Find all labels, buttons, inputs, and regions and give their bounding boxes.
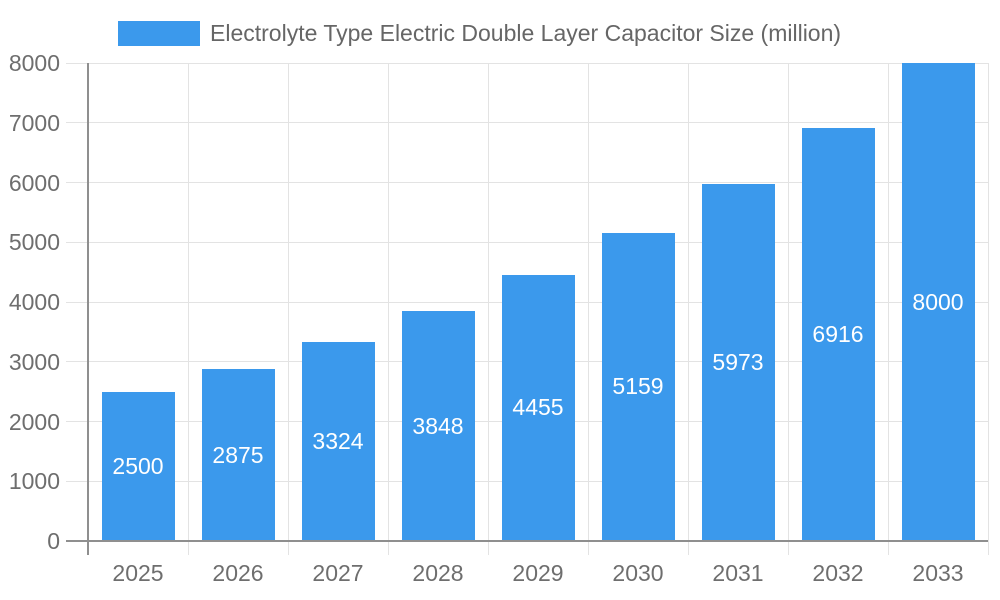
x-tick-label: 2028: [412, 560, 464, 586]
x-tick-label: 2030: [612, 560, 664, 586]
x-tick-label: 2027: [312, 560, 364, 586]
y-tick-label: 0: [47, 528, 60, 554]
y-tick-label: 7000: [8, 109, 60, 136]
y-tick-label: 6000: [8, 169, 60, 196]
bar: 4455: [501, 274, 575, 541]
bar-value-label: 2500: [112, 452, 164, 479]
x-gridline: [487, 63, 489, 555]
y-tick-label: 2000: [8, 408, 60, 435]
y-tick-label: 4000: [8, 289, 60, 315]
bar: 3324: [301, 342, 375, 541]
bar: 8000: [901, 63, 975, 541]
x-tick-label: 2029: [512, 560, 564, 586]
y-gridline: [66, 62, 988, 64]
y-axis-line: [87, 63, 89, 555]
bar-value-label: 3848: [412, 412, 464, 439]
y-tick-label: 3000: [8, 348, 60, 375]
y-gridline: [66, 241, 988, 243]
x-gridline: [387, 63, 389, 555]
x-gridline: [587, 63, 589, 555]
x-gridline: [887, 63, 889, 555]
x-gridline: [987, 63, 989, 555]
x-tick-label: 2031: [712, 560, 764, 586]
x-gridline: [187, 63, 189, 555]
bar-value-label: 8000: [912, 288, 964, 315]
x-gridline: [287, 63, 289, 555]
x-tick-label: 2026: [212, 560, 264, 586]
bar-value-label: 5973: [712, 349, 764, 376]
x-gridline: [687, 63, 689, 555]
legend-label: Electrolyte Type Electric Double Layer C…: [210, 19, 842, 46]
bar: 5159: [601, 232, 675, 541]
bar: 6916: [801, 127, 875, 541]
x-tick-label: 2032: [812, 560, 864, 586]
bar-value-label: 3324: [312, 428, 364, 455]
legend-item[interactable]: Electrolyte Type Electric Double Layer C…: [118, 18, 841, 48]
x-gridline: [787, 63, 789, 555]
y-gridline: [66, 182, 988, 183]
bar-value-label: 6916: [812, 320, 864, 347]
bar: 3848: [401, 311, 475, 541]
bar-value-label: 5159: [612, 373, 664, 400]
x-tick-label: 2025: [112, 560, 164, 586]
bar: 5973: [701, 184, 775, 541]
y-tick-label: 8000: [8, 50, 60, 76]
bar-value-label: 4455: [512, 394, 564, 421]
x-tick-label: 2033: [912, 560, 964, 586]
y-gridline: [66, 122, 988, 124]
bar-value-label: 2875: [212, 441, 264, 468]
bar: 2875: [201, 369, 275, 541]
legend-swatch: [118, 20, 200, 46]
x-axis-line: [66, 540, 988, 542]
bar: 2500: [101, 391, 175, 541]
y-tick-label: 1000: [8, 468, 60, 495]
y-tick-label: 5000: [8, 229, 60, 256]
